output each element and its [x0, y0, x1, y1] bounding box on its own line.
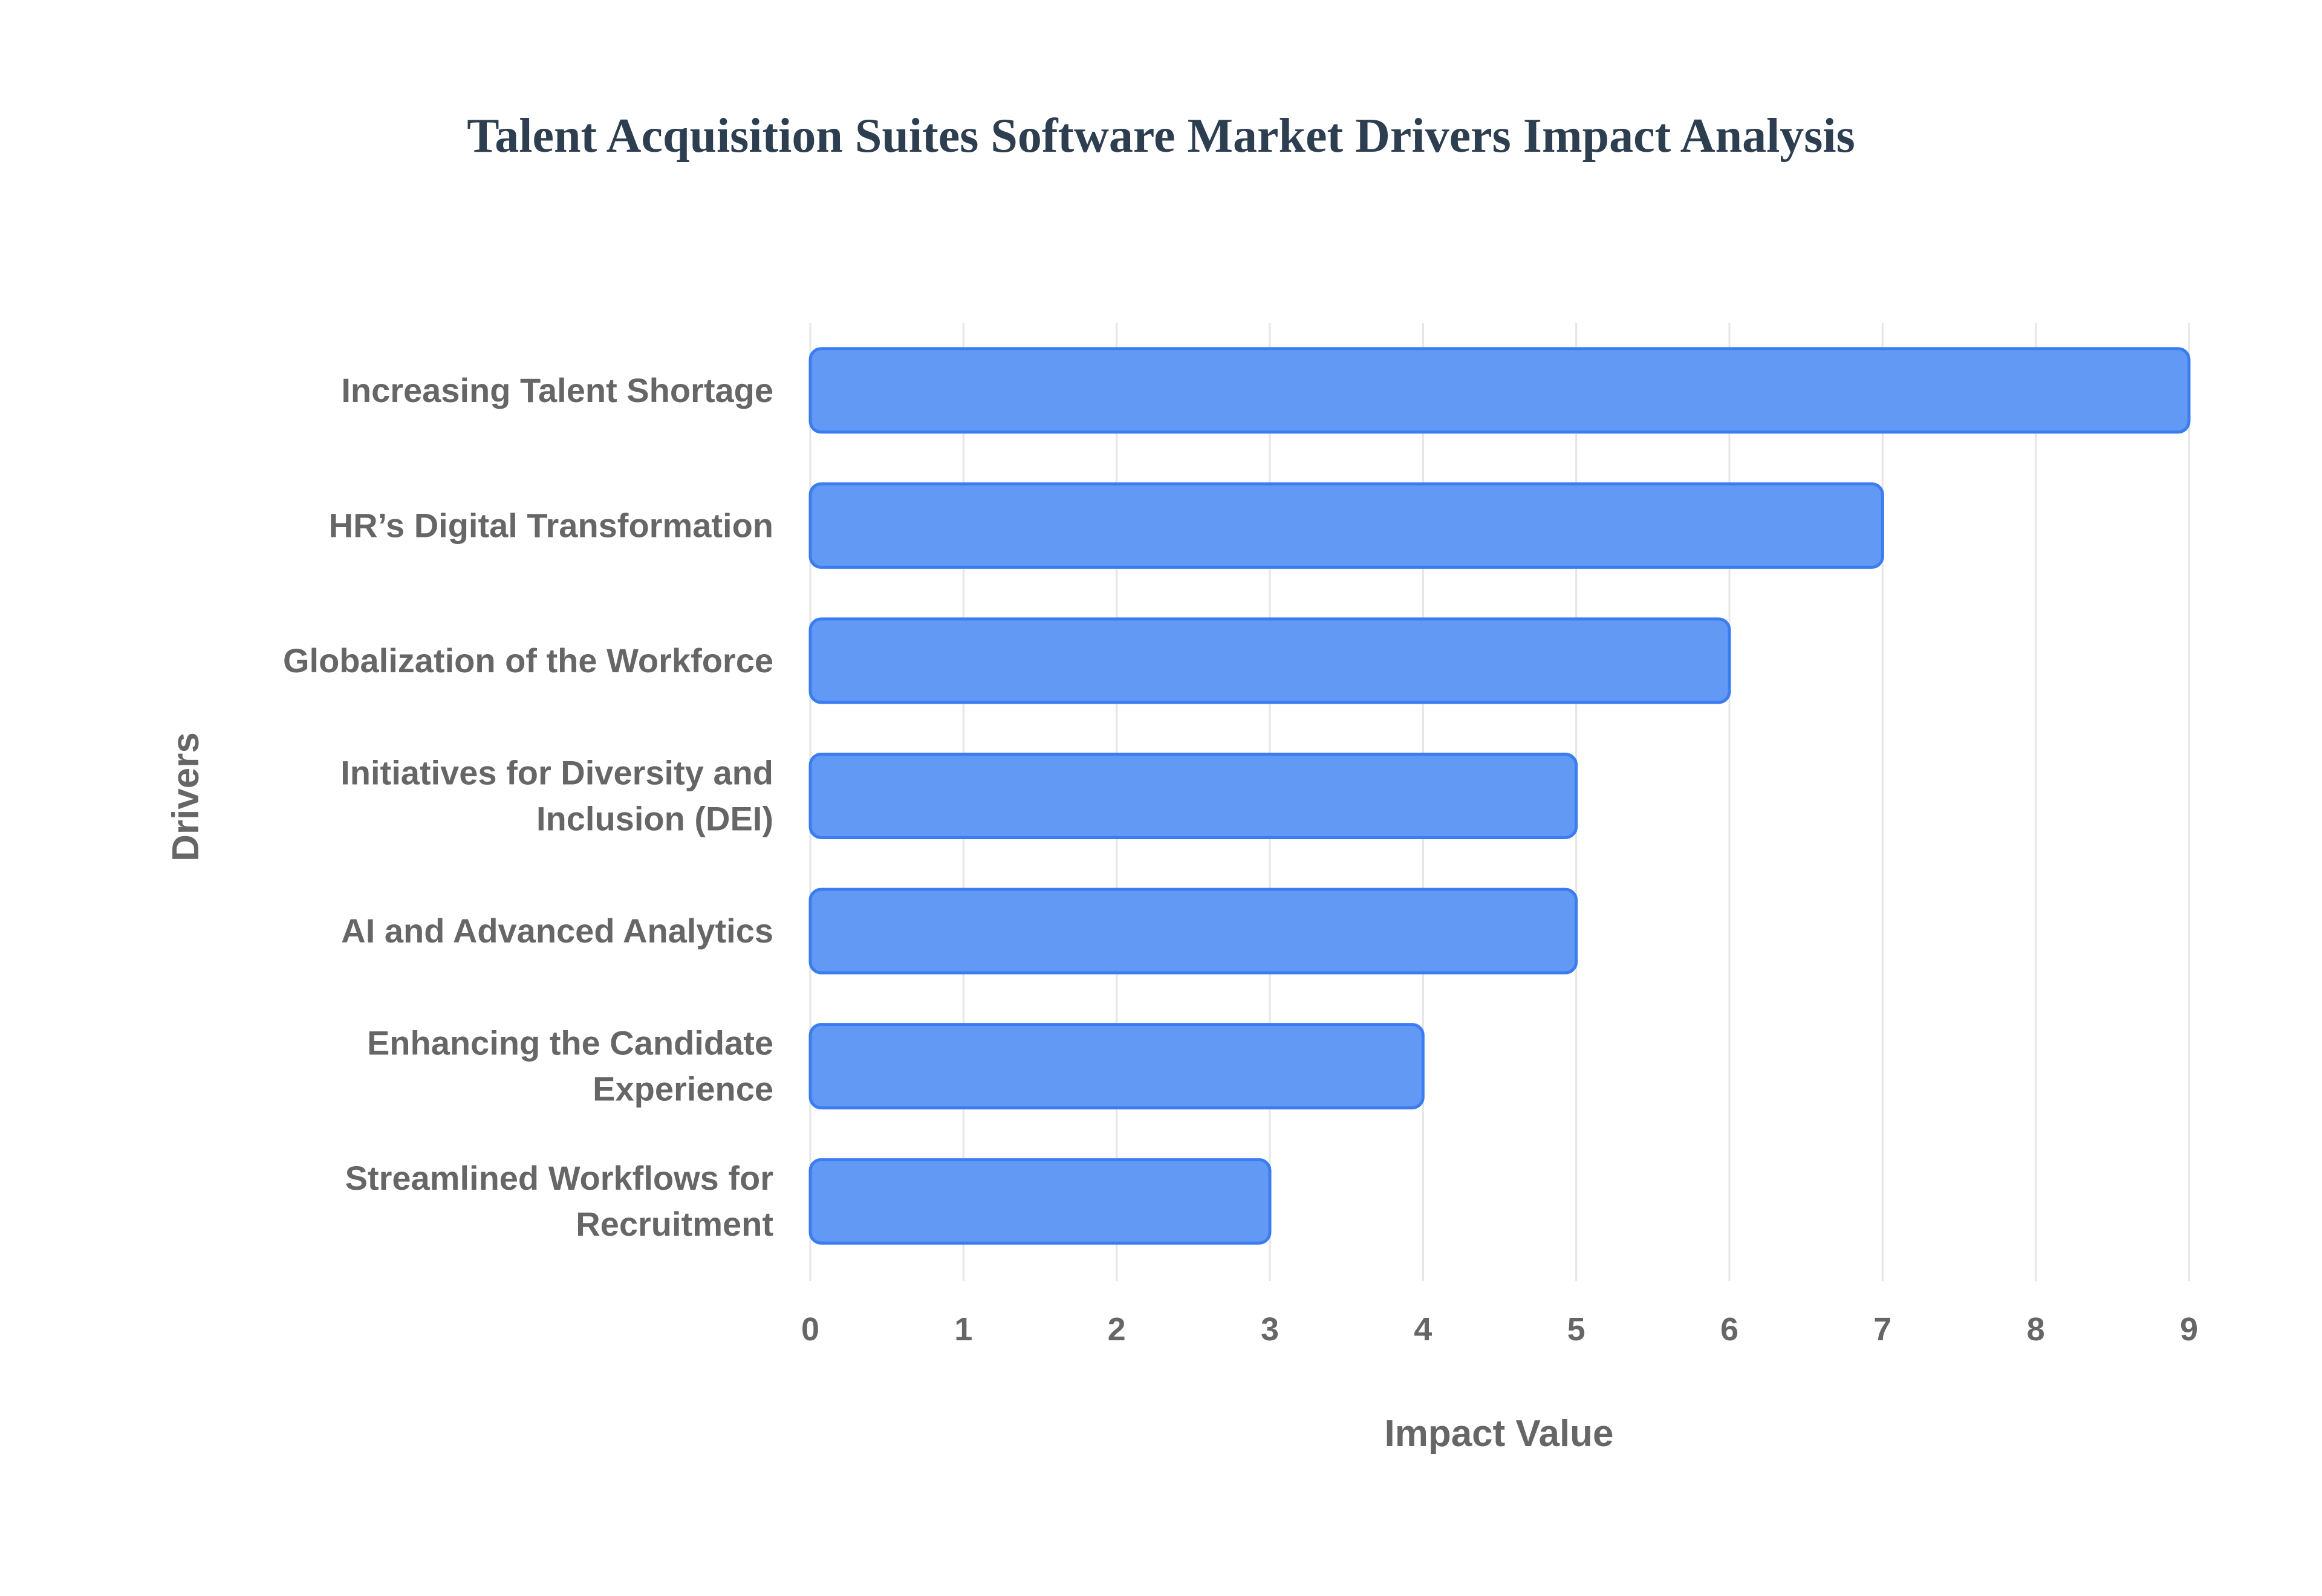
- y-tick-label: Increasing Talent Shortage: [341, 371, 773, 409]
- bar: [808, 753, 1578, 839]
- bar: [808, 1023, 1425, 1110]
- y-tick-label: AI and Advanced Analytics: [341, 912, 773, 950]
- y-tick-label: Initiatives for Diversity and: [340, 754, 773, 792]
- y-tick-label: HR’s Digital Transformation: [329, 506, 773, 544]
- x-tick-label: 7: [1873, 1311, 1891, 1348]
- x-tick-label: 8: [2027, 1311, 2045, 1348]
- y-axis-title: Drivers: [165, 732, 207, 861]
- bar: [808, 1158, 1272, 1245]
- x-tick-label: 9: [2180, 1311, 2198, 1348]
- bar: [808, 482, 1884, 569]
- x-tick-label: 2: [1108, 1311, 1126, 1348]
- x-tick-label: 4: [1414, 1311, 1432, 1348]
- x-tick-label: 3: [1261, 1311, 1279, 1348]
- x-tick-label: 6: [1720, 1311, 1738, 1348]
- y-tick-label: Globalization of the Workforce: [283, 641, 773, 680]
- bar: [808, 347, 2191, 434]
- bar: [808, 617, 1731, 704]
- y-tick-label: Recruitment: [576, 1205, 773, 1243]
- x-tick-label: 5: [1567, 1311, 1585, 1348]
- x-tick-label: 1: [954, 1311, 972, 1348]
- x-tick-label: 0: [801, 1311, 819, 1348]
- y-tick-label: Experience: [593, 1070, 773, 1108]
- y-tick-label: Inclusion (DEI): [536, 800, 773, 838]
- bar: [808, 887, 1578, 975]
- y-tick-label: Enhancing the Candidate: [367, 1024, 773, 1062]
- y-tick-label: Streamlined Workflows for: [345, 1159, 773, 1197]
- chart-title: Talent Acquisition Suites Software Marke…: [467, 109, 1855, 163]
- x-axis-title: Impact Value: [1384, 1413, 1613, 1455]
